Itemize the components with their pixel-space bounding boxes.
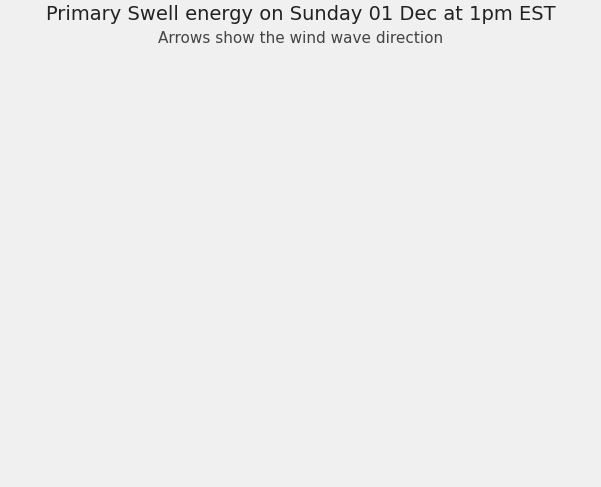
Text: Arrows show the wind wave direction: Arrows show the wind wave direction bbox=[158, 31, 443, 46]
Text: Primary Swell energy on Sunday 01 Dec at 1pm EST: Primary Swell energy on Sunday 01 Dec at… bbox=[46, 5, 555, 24]
